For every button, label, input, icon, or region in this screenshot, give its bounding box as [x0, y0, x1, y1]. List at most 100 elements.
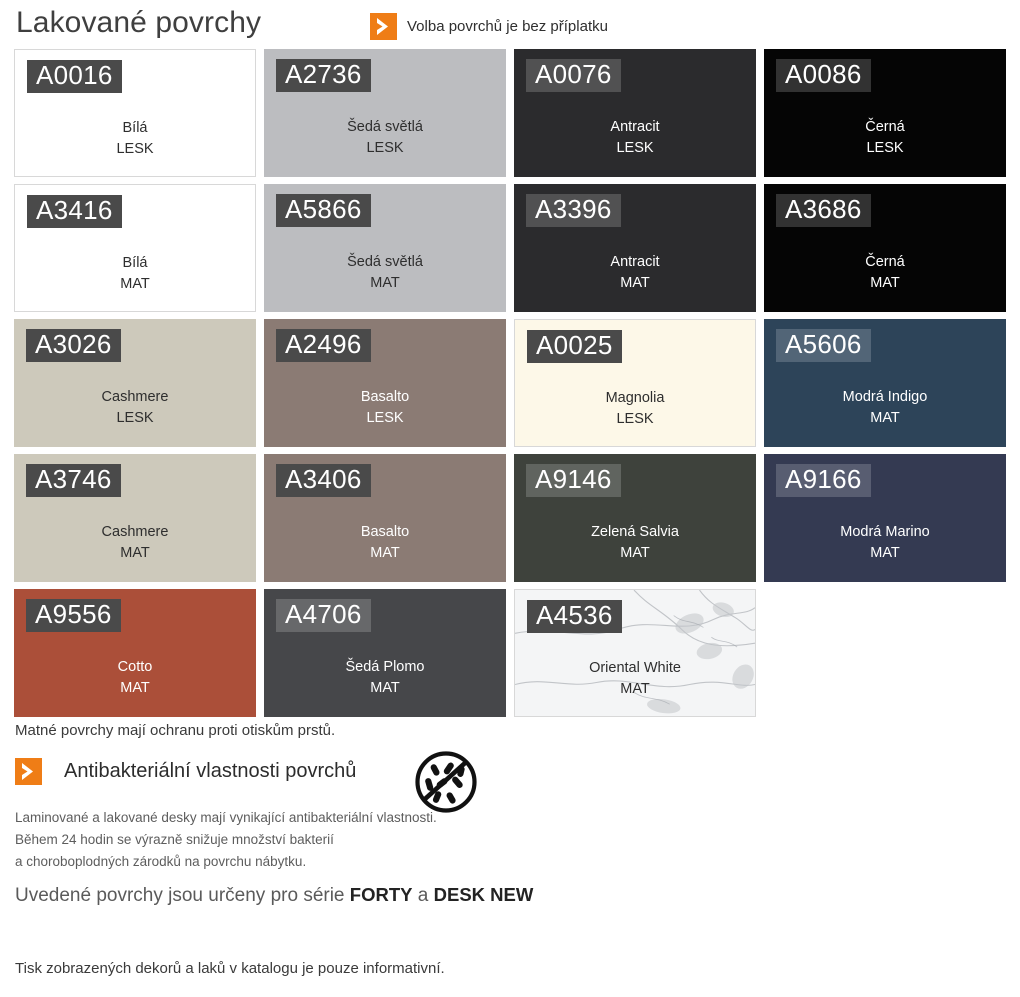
swatch-color-name: Basalto — [360, 524, 410, 540]
swatch-finish: MAT — [120, 275, 150, 292]
swatch-finish: LESK — [116, 409, 154, 426]
swatch-color-name: Oriental White — [589, 660, 681, 676]
chevron-right-icon — [370, 13, 397, 40]
series-name-desk-new: DESK NEW — [433, 884, 534, 905]
antibacterial-paragraph-line: Během 24 hodin se výrazně snižuje množst… — [15, 831, 334, 847]
swatch-name-block: Zelená Salvia MAT — [514, 522, 756, 563]
swatch-name-block: Černá MAT — [764, 252, 1006, 293]
swatch-color-name: Šedá světlá — [347, 254, 423, 270]
swatch-name-block: Cashmere LESK — [14, 387, 256, 428]
swatch-color-name: Cotto — [117, 659, 153, 675]
swatch-name-block: Šedá Plomo MAT — [264, 657, 506, 698]
swatch-name-block: Černá LESK — [764, 117, 1006, 158]
swatch-name-block: Oriental White MAT — [515, 658, 755, 699]
series-note-prefix: Uvedené povrchy jsou určeny pro série — [15, 885, 350, 906]
swatch-color-name: Magnolia — [605, 390, 665, 406]
swatch-code-label: A2736 — [276, 59, 371, 93]
swatch-color-name: Modrá Indigo — [842, 389, 928, 405]
swatch-finish: MAT — [370, 544, 400, 561]
page-title: Lakované povrchy — [16, 6, 262, 39]
swatch-finish: MAT — [870, 274, 900, 291]
swatch-code-label: A0016 — [27, 60, 122, 94]
swatch-a3746[interactable]: A3746 Cashmere MAT — [14, 454, 256, 582]
swatch-code-label: A5606 — [776, 329, 871, 363]
swatch-color-name: Antracit — [610, 119, 660, 135]
swatch-code-label: A9146 — [526, 464, 621, 498]
swatch-finish: MAT — [370, 274, 400, 291]
swatch-a2496[interactable]: A2496 Basalto LESK — [264, 319, 506, 447]
swatch-code-label: A3416 — [27, 195, 122, 229]
swatch-finish: LESK — [616, 139, 654, 156]
swatch-code-label: A9166 — [776, 464, 871, 498]
swatch-color-name: Bílá — [122, 255, 148, 271]
swatch-code-label: A3686 — [776, 194, 871, 228]
swatch-name-block: Šedá světlá LESK — [264, 117, 506, 158]
swatch-name-block: Modrá Indigo MAT — [764, 387, 1006, 428]
header-note-label: Volba povrchů je bez příplatku — [407, 18, 608, 35]
swatch-code-label: A4706 — [276, 599, 371, 633]
swatch-code-label: A3026 — [26, 329, 121, 363]
swatch-name-block: Šedá světlá MAT — [264, 252, 506, 293]
swatch-a3406[interactable]: A3406 Basalto MAT — [264, 454, 506, 582]
swatch-color-name: Šedá světlá — [347, 119, 423, 135]
swatch-a0025[interactable]: A0025 Magnolia LESK — [514, 319, 756, 447]
swatch-name-block: Basalto LESK — [264, 387, 506, 428]
swatch-finish: LESK — [366, 139, 404, 156]
swatch-color-name: Cashmere — [101, 389, 169, 405]
antibacterial-title: Antibakteriální vlastnosti povrchů — [64, 760, 357, 782]
swatch-code-label: A3406 — [276, 464, 371, 498]
swatch-code-label: A0086 — [776, 59, 871, 93]
chevron-right-icon — [15, 758, 42, 785]
swatch-color-name: Bílá — [122, 120, 148, 136]
swatch-name-block: Bílá MAT — [15, 253, 255, 294]
swatch-finish: MAT — [370, 679, 400, 696]
swatch-a3396[interactable]: A3396 Antracit MAT — [514, 184, 756, 312]
swatch-name-block: Magnolia LESK — [515, 388, 755, 429]
antibacterial-paragraph-line: a choroboplodných zárodků na povrchu náb… — [15, 853, 307, 869]
swatch-a3416[interactable]: A3416 Bílá MAT — [14, 184, 256, 312]
swatch-code-label: A3746 — [26, 464, 121, 498]
swatch-name-block: Cotto MAT — [14, 657, 256, 698]
swatch-finish: MAT — [620, 544, 650, 561]
swatch-code-label: A3396 — [526, 194, 621, 228]
swatch-color-name: Černá — [865, 119, 905, 135]
swatch-color-name: Basalto — [360, 389, 410, 405]
swatch-a4536[interactable]: A4536 Oriental White MAT — [514, 589, 756, 717]
antibacterial-paragraph-line: Laminované a lakované desky mají vynikaj… — [15, 810, 437, 825]
swatch-a9146[interactable]: A9146 Zelená Salvia MAT — [514, 454, 756, 582]
swatch-code-label: A2496 — [276, 329, 371, 363]
page-header: Lakované povrchy Volba povrchů je bez př… — [14, 6, 1006, 46]
swatch-color-name: Šedá Plomo — [345, 659, 425, 675]
swatch-finish: MAT — [120, 679, 150, 696]
swatch-code-label: A9556 — [26, 599, 121, 633]
swatch-finish: MAT — [870, 544, 900, 561]
swatch-color-name: Černá — [865, 254, 905, 270]
swatch-finish: LESK — [116, 140, 154, 157]
surface-swatch-grid: A0016 Bílá LESK A2736 Šedá světlá LESK A0076 An… — [14, 49, 1006, 717]
series-name-forty: FORTY — [349, 884, 413, 905]
swatch-name-block: Basalto MAT — [264, 522, 506, 563]
swatch-a5866[interactable]: A5866 Šedá světlá MAT — [264, 184, 506, 312]
fingerprint-note: Matné povrchy mají ochranu proti otiskům… — [15, 722, 336, 739]
swatch-a9556[interactable]: A9556 Cotto MAT — [14, 589, 256, 717]
swatch-code-label: A5866 — [276, 194, 371, 228]
antibacterial-paragraph: Laminované a lakované desky mají vynikaj… — [15, 807, 437, 873]
swatch-name-block: Antracit LESK — [514, 117, 756, 158]
swatch-color-name: Cashmere — [101, 524, 169, 540]
swatch-a3026[interactable]: A3026 Cashmere LESK — [14, 319, 256, 447]
swatch-a9166[interactable]: A9166 Modrá Marino MAT — [764, 454, 1006, 582]
swatch-a2736[interactable]: A2736 Šedá světlá LESK — [264, 49, 506, 177]
swatch-name-block: Modrá Marino MAT — [764, 522, 1006, 563]
swatch-a0086[interactable]: A0086 Černá LESK — [764, 49, 1006, 177]
swatch-a3686[interactable]: A3686 Černá MAT — [764, 184, 1006, 312]
swatch-finish: LESK — [366, 409, 404, 426]
swatch-a5606[interactable]: A5606 Modrá Indigo MAT — [764, 319, 1006, 447]
swatch-finish: MAT — [620, 680, 650, 697]
swatch-a4706[interactable]: A4706 Šedá Plomo MAT — [264, 589, 506, 717]
swatch-finish: MAT — [870, 409, 900, 426]
swatch-finish: MAT — [620, 274, 650, 291]
antibacterial-heading-row: Antibakteriální vlastnosti povrchů — [15, 758, 356, 785]
swatch-code-label: A0025 — [527, 330, 622, 364]
swatch-a0076[interactable]: A0076 Antracit LESK — [514, 49, 756, 177]
swatch-a0016[interactable]: A0016 Bílá LESK — [14, 49, 256, 177]
